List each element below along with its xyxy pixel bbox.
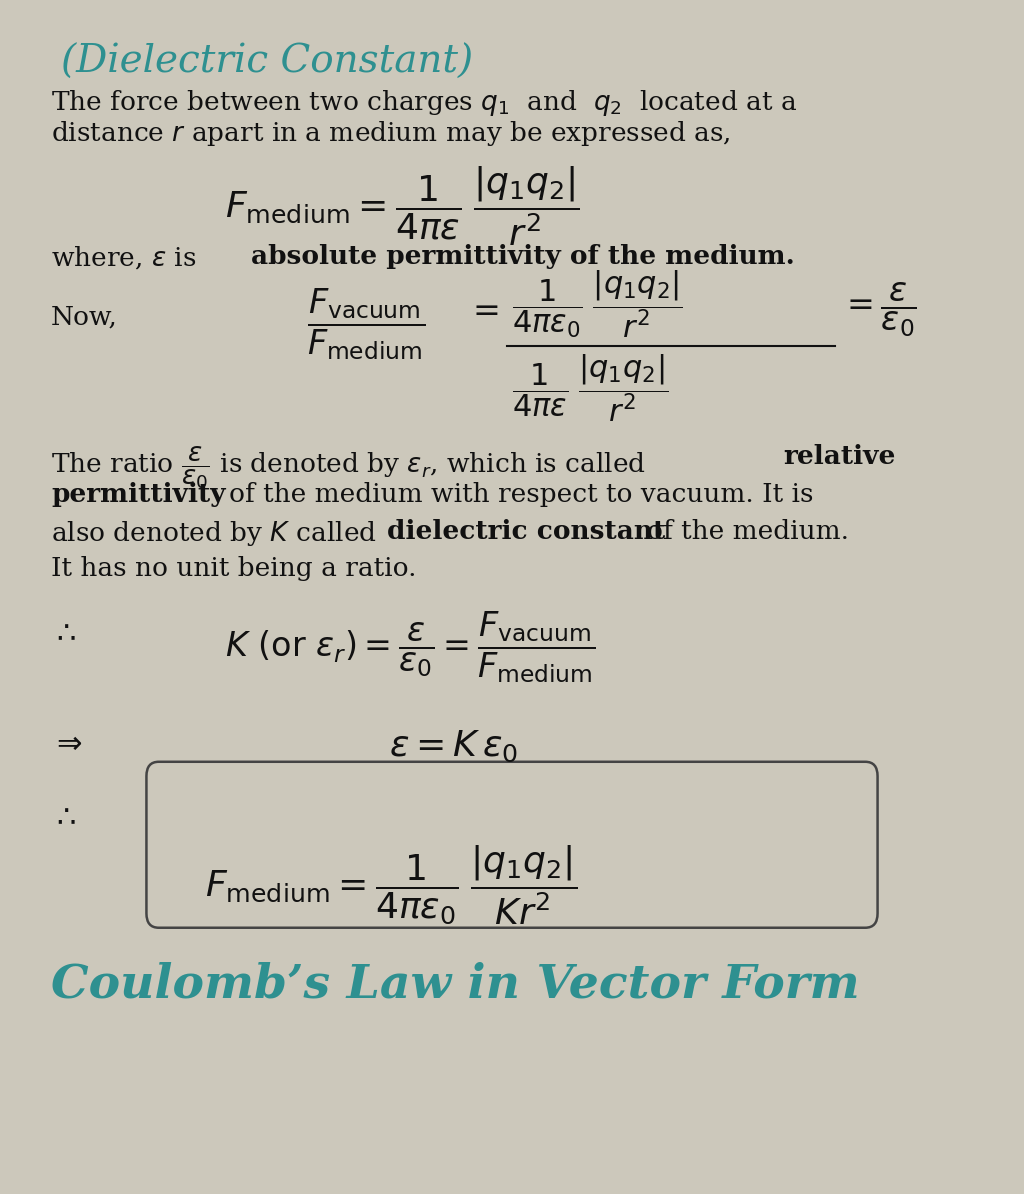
Text: $K\ (\mathrm{or}\ \varepsilon_r) = \dfrac{\varepsilon}{\varepsilon_0} = \dfrac{F: $K\ (\mathrm{or}\ \varepsilon_r) = \dfra… <box>225 609 596 684</box>
Text: $=$: $=$ <box>466 295 499 326</box>
Text: relative: relative <box>783 444 896 469</box>
Text: Now,: Now, <box>51 304 118 330</box>
Text: $=\dfrac{\varepsilon}{\varepsilon_0}$: $=\dfrac{\varepsilon}{\varepsilon_0}$ <box>840 282 916 339</box>
Text: $F_{\mathrm{medium}} = \dfrac{1}{4\pi\varepsilon}\;\dfrac{|q_1 q_2|}{r^2}$: $F_{\mathrm{medium}} = \dfrac{1}{4\pi\va… <box>225 165 581 248</box>
Text: The force between two charges $q_1$  and  $q_2$  located at a: The force between two charges $q_1$ and … <box>51 88 798 118</box>
Text: $\Rightarrow$: $\Rightarrow$ <box>51 728 83 759</box>
Text: also denoted by $K$ called: also denoted by $K$ called <box>51 519 378 548</box>
Text: of the medium with respect to vacuum. It is: of the medium with respect to vacuum. It… <box>229 482 814 507</box>
Text: $F_{\mathrm{medium}} = \dfrac{1}{4\pi\varepsilon_0}\;\dfrac{|q_1 q_2|}{Kr^2}$: $F_{\mathrm{medium}} = \dfrac{1}{4\pi\va… <box>205 843 577 927</box>
Text: permittivity: permittivity <box>51 482 225 507</box>
Text: of the medium.: of the medium. <box>647 519 849 544</box>
Text: $\therefore$: $\therefore$ <box>51 801 77 832</box>
Text: $\dfrac{1}{4\pi\varepsilon_0}\;\dfrac{|q_1 q_2|}{r^2}$: $\dfrac{1}{4\pi\varepsilon_0}\;\dfrac{|q… <box>512 269 683 340</box>
Text: $\dfrac{1}{4\pi\varepsilon}\;\dfrac{|q_1 q_2|}{r^2}$: $\dfrac{1}{4\pi\varepsilon}\;\dfrac{|q_1… <box>512 352 669 424</box>
Text: dielectric constant: dielectric constant <box>387 519 666 544</box>
Text: Coulomb’s Law in Vector Form: Coulomb’s Law in Vector Form <box>51 961 860 1008</box>
Text: (Dielectric Constant): (Dielectric Constant) <box>61 44 473 81</box>
Text: It has no unit being a ratio.: It has no unit being a ratio. <box>51 556 417 581</box>
Text: $\varepsilon = K\,\varepsilon_0$: $\varepsilon = K\,\varepsilon_0$ <box>389 728 518 764</box>
Text: absolute permittivity of the medium.: absolute permittivity of the medium. <box>251 244 795 269</box>
Text: $\dfrac{F_{\mathrm{vacuum}}}{F_{\mathrm{medium}}}$: $\dfrac{F_{\mathrm{vacuum}}}{F_{\mathrm{… <box>307 287 425 362</box>
Text: distance $r$ apart in a medium may be expressed as,: distance $r$ apart in a medium may be ex… <box>51 119 731 148</box>
Text: $\therefore$: $\therefore$ <box>51 617 77 648</box>
Text: where, $\varepsilon$ is: where, $\varepsilon$ is <box>51 244 198 271</box>
Text: The ratio $\dfrac{\varepsilon}{\varepsilon_0}$ is denoted by $\varepsilon_r$, wh: The ratio $\dfrac{\varepsilon}{\varepsil… <box>51 444 655 491</box>
